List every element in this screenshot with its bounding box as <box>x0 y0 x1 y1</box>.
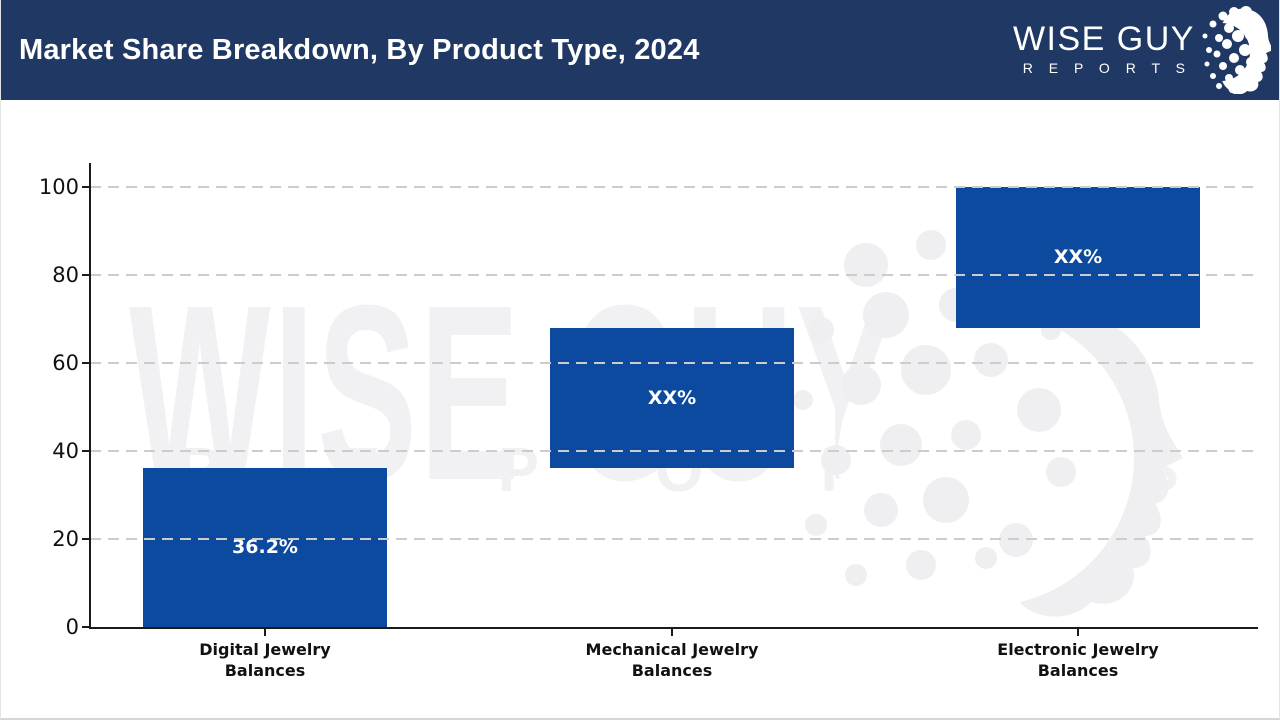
y-tick-mark <box>82 450 89 452</box>
bar-value-label: XX% <box>647 386 697 409</box>
page-title: Market Share Breakdown, By Product Type,… <box>19 33 700 66</box>
y-tick-mark <box>82 626 89 628</box>
bar-value-label: XX% <box>1053 246 1103 269</box>
x-tick-mark <box>264 629 266 636</box>
y-axis-line <box>89 163 91 629</box>
x-axis-line <box>89 627 1258 629</box>
wise-guy-reports-logo: WISE GUY R E P O R T S <box>1013 0 1273 100</box>
logo-subtext: R E P O R T S <box>1022 60 1191 76</box>
gridline-40 <box>90 450 1257 452</box>
y-tick-label: 0 <box>65 615 79 639</box>
logo-head-profile-icon <box>1201 6 1271 94</box>
y-tick-mark <box>82 362 89 364</box>
y-tick-label: 40 <box>52 439 79 463</box>
bar-digital-jewelry-balances: 36.2% <box>143 467 387 627</box>
category-line2: Balances <box>224 661 306 680</box>
y-tick-label: 100 <box>38 175 79 199</box>
bar-mechanical-jewelry-balances: XX% <box>550 327 794 468</box>
gridline-80 <box>90 274 1257 276</box>
x-tick-mark <box>1077 629 1079 636</box>
gridline-100 <box>90 186 1257 188</box>
x-axis-label-digital-jewelry-balances: Digital Jewelry Balances <box>105 639 425 681</box>
bar-value-label: 36.2% <box>232 536 298 559</box>
category-line2: Balances <box>1037 661 1119 680</box>
x-tick-mark <box>671 629 673 636</box>
y-tick-mark <box>82 538 89 540</box>
logo-wordmark: WISE GUY <box>1012 20 1195 58</box>
bar-electronic-jewelry-balances: XX% <box>956 187 1200 328</box>
gridline-20 <box>90 538 1257 540</box>
category-line1: Electronic Jewelry <box>997 640 1159 659</box>
x-axis-label-electronic-jewelry-balances: Electronic Jewelry Balances <box>918 639 1238 681</box>
y-tick-mark <box>82 274 89 276</box>
category-line1: Mechanical Jewelry <box>585 640 759 659</box>
y-tick-label: 20 <box>52 527 79 551</box>
x-axis-label-mechanical-jewelry-balances: Mechanical Jewelry Balances <box>512 639 832 681</box>
header-bar: Market Share Breakdown, By Product Type,… <box>1 0 1279 100</box>
gridline-60 <box>90 362 1257 364</box>
y-tick-mark <box>82 186 89 188</box>
y-tick-label: 80 <box>52 263 79 287</box>
category-line2: Balances <box>631 661 713 680</box>
category-line1: Digital Jewelry <box>199 640 331 659</box>
y-tick-label: 60 <box>52 351 79 375</box>
